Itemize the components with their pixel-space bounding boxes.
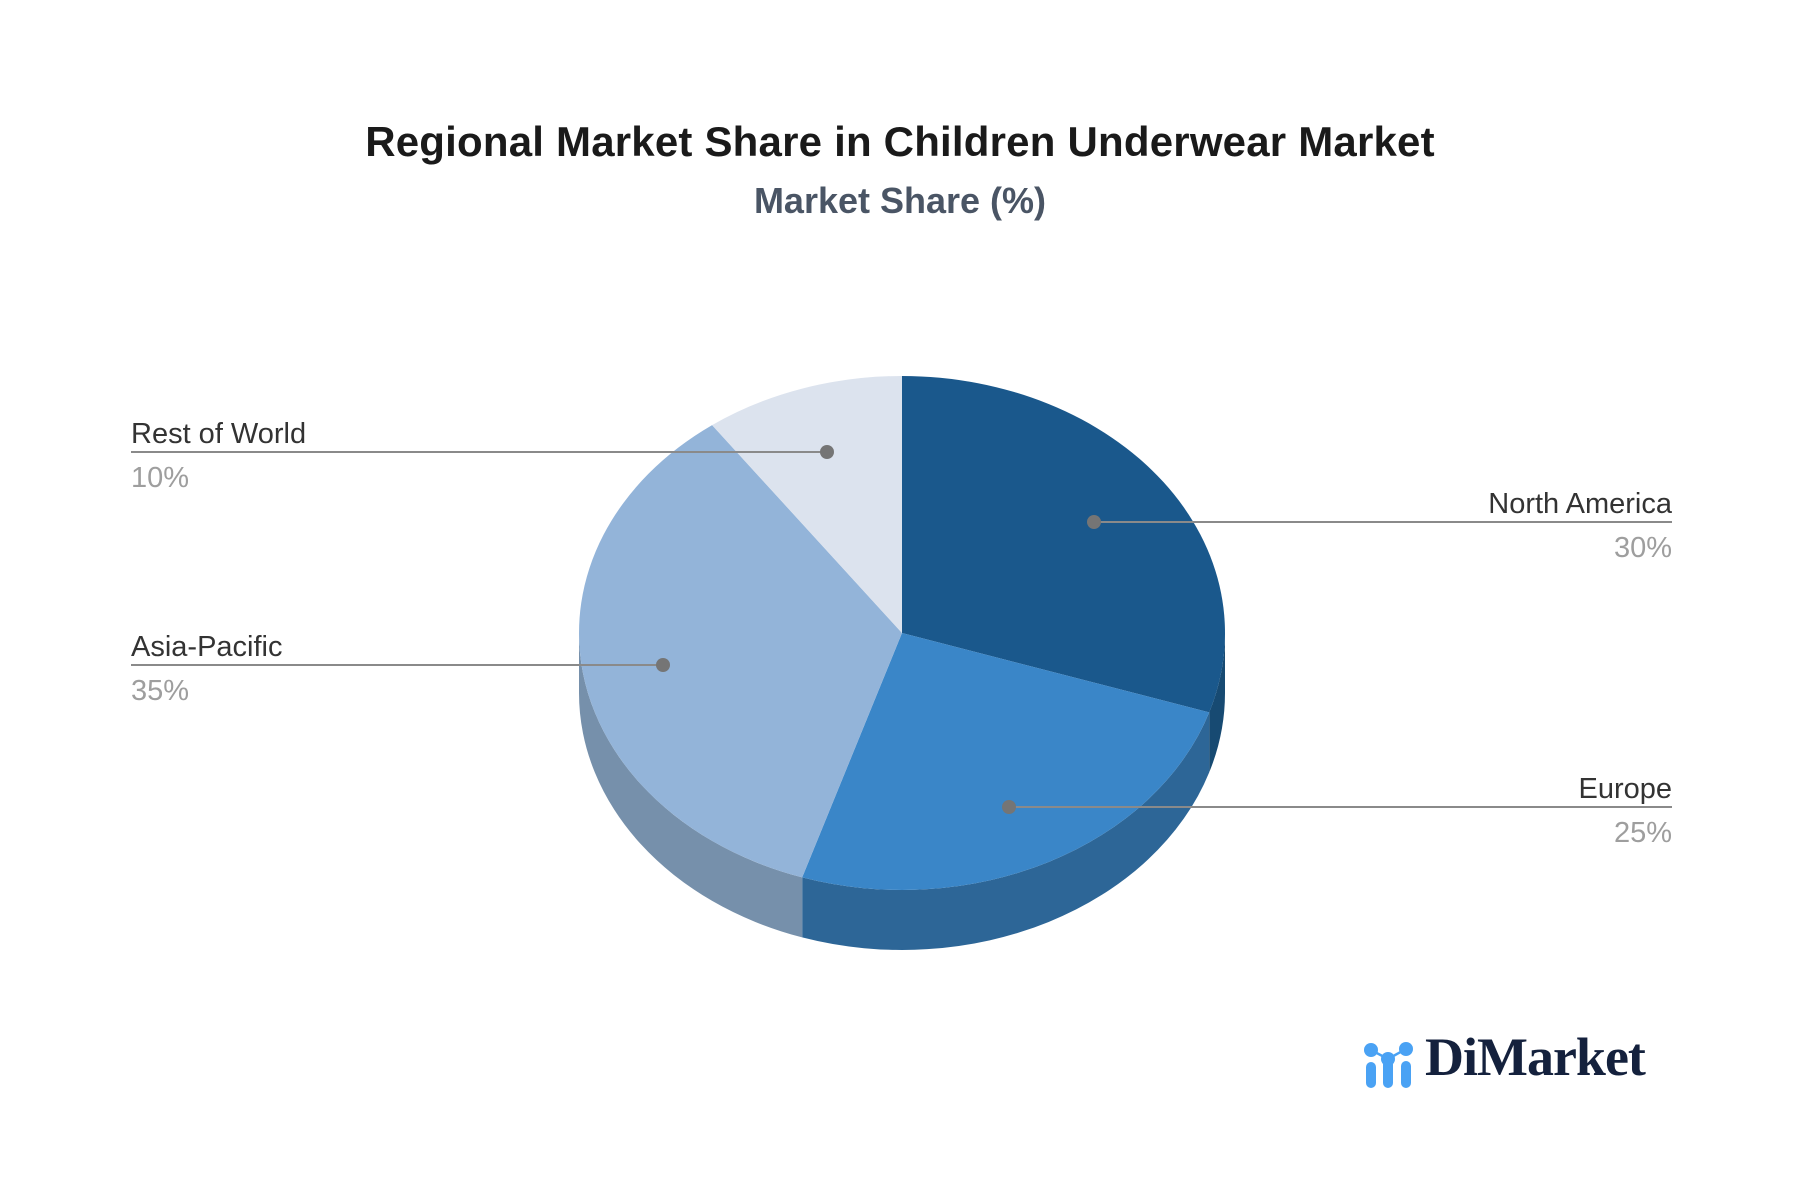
leader-dot-europe [1002,800,1016,814]
slice-label: Rest of World [131,418,307,450]
slice-label: Asia-Pacific [131,631,283,663]
slice-value: 25% [1613,817,1672,849]
slice-value: 10% [131,462,190,494]
chart-subtitle: Market Share (%) [753,180,1047,221]
slice-label: North America [1488,488,1672,520]
callout-asia-pacific: Asia-Pacific 35% [131,630,283,708]
leader-dot-rest-of-world [820,445,834,459]
bar-line-chart-icon [1364,1042,1413,1088]
pie-slice-europe[interactable] [802,633,1210,890]
pie-slice-asia-pacific[interactable] [579,425,902,878]
leader-dot-north-america [1087,515,1101,529]
pie-slice-rest-of-world[interactable] [712,376,902,633]
chart-title: Regional Market Share in Children Underw… [365,118,1435,165]
pie-side-asia-pacific [579,633,803,938]
brand-logo[interactable]: DiMarket [1363,1030,1646,1090]
pie-side-north-america [1209,633,1225,773]
slice-value: 30% [1613,532,1672,564]
pie-slice-north-america[interactable] [902,376,1226,713]
brand-logo-text: DiMarket [1425,1027,1646,1087]
slice-value: 35% [131,675,190,707]
pie-side-europe [802,712,1210,950]
callout-rest-of-world: Rest of World 10% [131,417,306,495]
callout-north-america: North America 30% [1488,487,1672,565]
callout-europe: Europe 25% [1578,772,1672,850]
slice-label: Europe [1578,773,1672,805]
leader-dot-asia-pacific [656,658,670,672]
